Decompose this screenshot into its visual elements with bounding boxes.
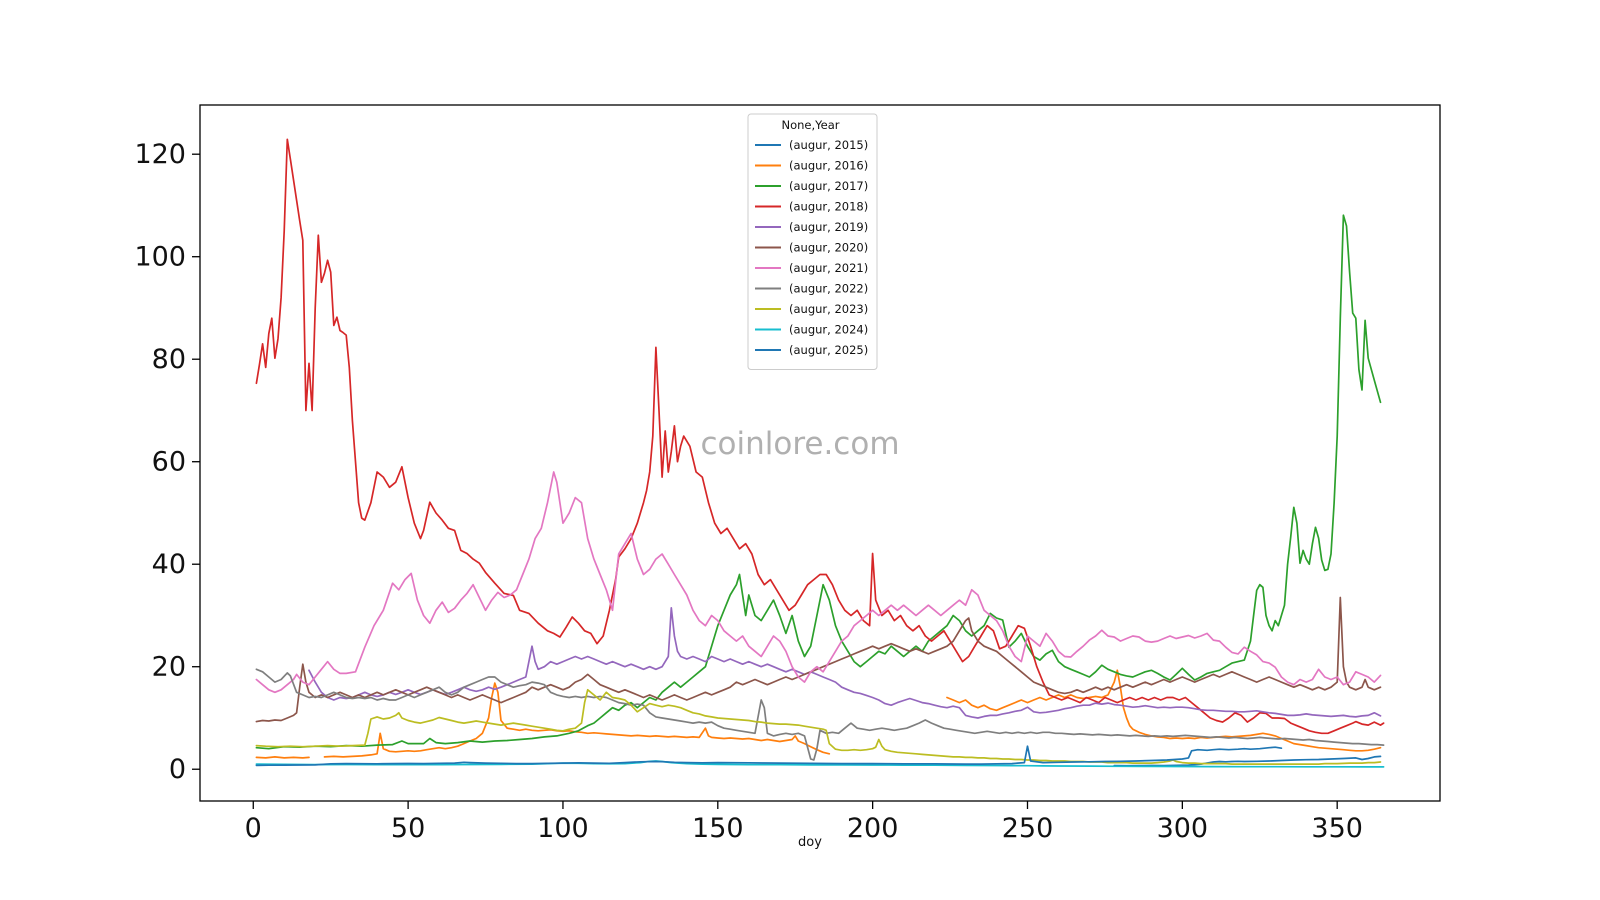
legend-label-2017: (augur, 2017) [789, 179, 868, 193]
series-line-2016 [255, 756, 310, 759]
y-tick-label: 60 [152, 447, 186, 478]
y-tick-label: 120 [134, 139, 186, 170]
series-line-2015 [1113, 755, 1382, 767]
series-line-2025 [255, 745, 1283, 767]
x-tick-label: 300 [1157, 813, 1209, 844]
series-line-2016 [323, 682, 831, 758]
y-tick-label: 80 [152, 344, 186, 375]
legend-label-2023: (augur, 2023) [789, 302, 868, 316]
legend-label-2020: (augur, 2020) [789, 241, 868, 255]
axes: 0 50 100 150 200 250 300 350 0 20 40 60 80 100 120 [134, 104, 1441, 844]
x-tick-label: 350 [1311, 813, 1363, 844]
legend-label-2019: (augur, 2019) [789, 220, 868, 234]
legend: None,Year (augur, 2015) (augur, 2016) (augu… [747, 113, 878, 370]
x-axis-label: doy [798, 835, 822, 850]
y-tick-label: 0 [169, 754, 186, 785]
series-line-2020 [255, 596, 1382, 723]
legend-label-2025: (augur, 2025) [789, 343, 868, 357]
series-line-2021 [255, 471, 1382, 694]
legend-box [747, 113, 878, 370]
watermark-text: coinlore.com [700, 426, 899, 462]
x-tick-label: 150 [692, 813, 744, 844]
y-tick-label: 40 [152, 549, 186, 580]
legend-label-2016: (augur, 2016) [789, 159, 868, 173]
y-tick-label: 20 [152, 652, 186, 683]
x-tick-label: 250 [1002, 813, 1054, 844]
y-tick-label: 100 [134, 242, 186, 273]
plot-border [199, 104, 1441, 802]
series-line-2024 [255, 760, 1385, 768]
x-tick-label: 0 [245, 813, 262, 844]
legend-label-2015: (augur, 2015) [789, 138, 868, 152]
legend-title: None,Year [781, 118, 839, 132]
series-line-2018 [255, 138, 1385, 735]
series-lines [255, 138, 1385, 768]
series-line-2017 [255, 214, 1382, 750]
series-line-2019 [308, 606, 1382, 719]
x-tick-label: 50 [391, 813, 425, 844]
legend-label-2024: (augur, 2024) [789, 323, 868, 337]
legend-label-2018: (augur, 2018) [789, 200, 868, 214]
legend-label-2021: (augur, 2021) [789, 261, 868, 275]
legend-label-2022: (augur, 2022) [789, 282, 868, 296]
x-tick-label: 200 [847, 813, 899, 844]
x-tick-label: 100 [537, 813, 589, 844]
series-line-2016 [946, 669, 1382, 752]
series-line-2023 [255, 688, 1382, 765]
series-line-2022 [255, 668, 1385, 761]
